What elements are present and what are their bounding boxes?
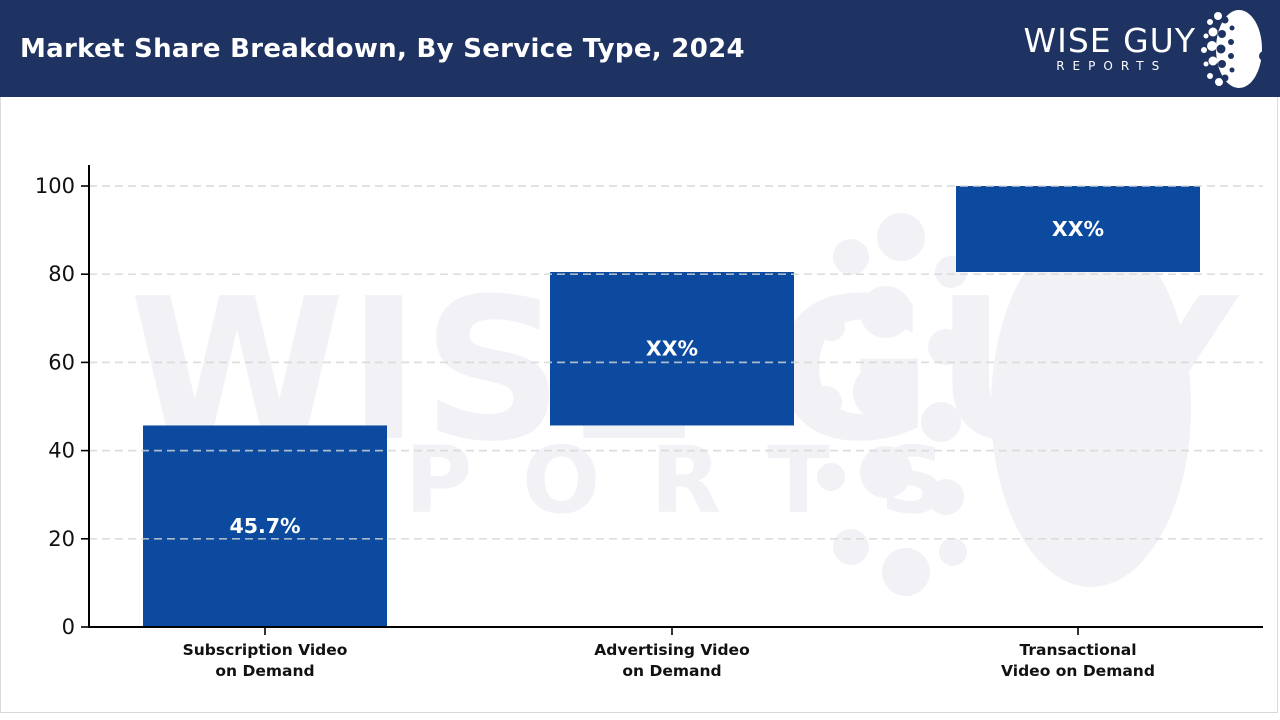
- bar-value-label: 45.7%: [229, 514, 300, 538]
- header-bar: Market Share Breakdown, By Service Type,…: [0, 0, 1280, 97]
- bar-value-label: XX%: [1052, 217, 1104, 241]
- y-tick-label: 40: [48, 439, 75, 463]
- bar: [956, 186, 1200, 272]
- logo-head-icon: [1201, 9, 1264, 88]
- chart-title: Market Share Breakdown, By Service Type,…: [20, 33, 745, 64]
- wiseguy-logo: WISE GUY REPORTS: [1023, 0, 1264, 97]
- logo-brand: WISE GUY: [1023, 20, 1196, 60]
- plot-area: WISE GUY REPORTS 45.7% XX% XX% 0 20 40 60 80 100…: [0, 97, 1278, 713]
- bar: [143, 425, 387, 627]
- y-tick-label: 80: [48, 262, 75, 286]
- bar: [550, 271, 794, 426]
- logo-text: WISE GUY REPORTS: [1023, 20, 1196, 74]
- y-tick-label: 20: [48, 527, 75, 551]
- chart-svg: 45.7% XX% XX% 0 20 40 60 80 100: [35, 165, 1263, 639]
- bar-value-label: XX%: [646, 337, 698, 361]
- logo-sub: REPORTS: [1056, 59, 1168, 74]
- y-tick-label: 0: [62, 615, 75, 639]
- y-tick-label: 100: [35, 174, 75, 198]
- y-tick-label: 60: [48, 350, 75, 374]
